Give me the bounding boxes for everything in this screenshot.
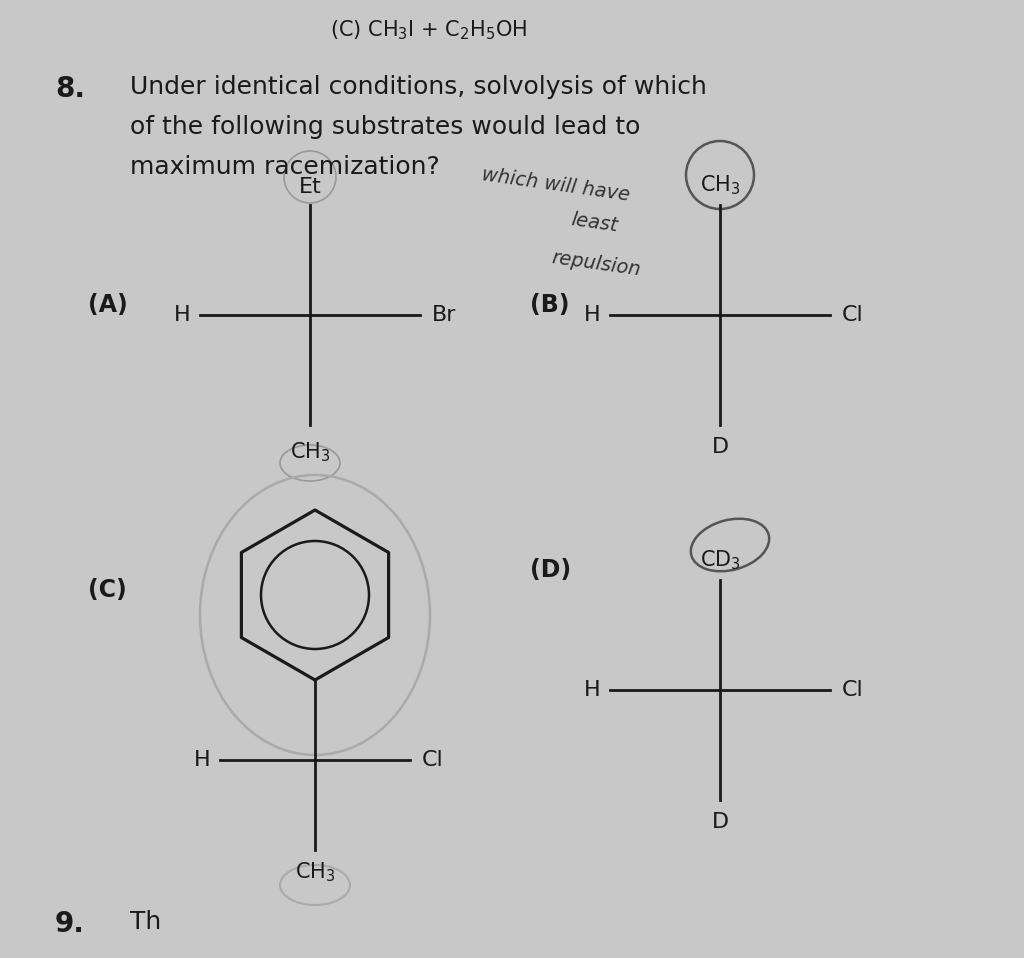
Text: D: D	[712, 812, 728, 832]
Text: CH$_3$: CH$_3$	[290, 440, 331, 464]
Text: Th: Th	[130, 910, 161, 934]
Text: 8.: 8.	[55, 75, 85, 103]
Text: (C): (C)	[88, 578, 127, 602]
Text: 9.: 9.	[55, 910, 85, 938]
Text: (B): (B)	[530, 293, 569, 317]
Text: Cl: Cl	[842, 305, 864, 325]
Text: (A): (A)	[88, 293, 128, 317]
Text: CH$_3$: CH$_3$	[295, 860, 335, 883]
Text: which will have: which will have	[480, 165, 631, 205]
Text: H: H	[194, 750, 210, 770]
Text: maximum racemization?: maximum racemization?	[130, 155, 439, 179]
Text: D: D	[712, 437, 728, 457]
Text: (C) CH$_3$I + C$_2$H$_5$OH: (C) CH$_3$I + C$_2$H$_5$OH	[330, 18, 527, 41]
Text: Br: Br	[432, 305, 457, 325]
Text: of the following substrates would lead to: of the following substrates would lead t…	[130, 115, 640, 139]
Text: H: H	[173, 305, 190, 325]
Text: CH$_3$: CH$_3$	[699, 173, 740, 197]
Text: Cl: Cl	[842, 680, 864, 700]
Text: Et: Et	[299, 177, 322, 197]
Text: repulsion: repulsion	[550, 248, 642, 280]
Text: (D): (D)	[530, 558, 571, 582]
Text: H: H	[584, 305, 600, 325]
Text: Cl: Cl	[422, 750, 443, 770]
Text: least: least	[570, 210, 620, 236]
Text: Under identical conditions, solvolysis of which: Under identical conditions, solvolysis o…	[130, 75, 707, 99]
Text: H: H	[584, 680, 600, 700]
Text: CD$_3$: CD$_3$	[699, 548, 740, 572]
